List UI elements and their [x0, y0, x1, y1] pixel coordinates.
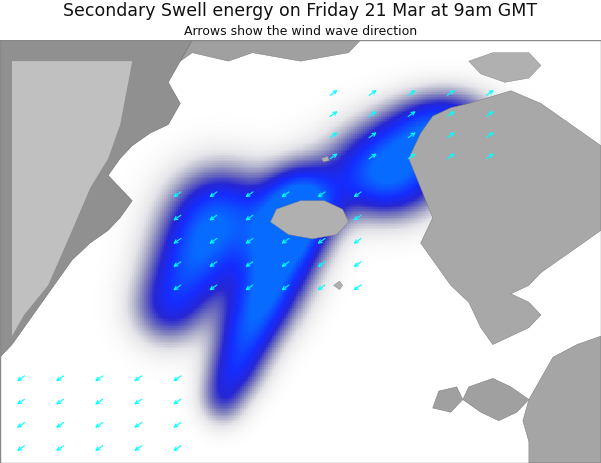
Polygon shape	[334, 281, 343, 289]
Polygon shape	[469, 53, 541, 82]
Polygon shape	[270, 201, 349, 239]
Text: Arrows show the wind wave direction: Arrows show the wind wave direction	[184, 25, 417, 38]
Polygon shape	[322, 156, 329, 162]
Polygon shape	[0, 40, 192, 357]
Polygon shape	[433, 387, 463, 412]
Polygon shape	[523, 336, 601, 463]
Polygon shape	[463, 378, 529, 421]
Text: Secondary Swell energy on Friday 21 Mar at 9am GMT: Secondary Swell energy on Friday 21 Mar …	[64, 2, 537, 20]
Polygon shape	[0, 40, 361, 69]
Polygon shape	[409, 91, 601, 344]
Polygon shape	[12, 61, 132, 336]
